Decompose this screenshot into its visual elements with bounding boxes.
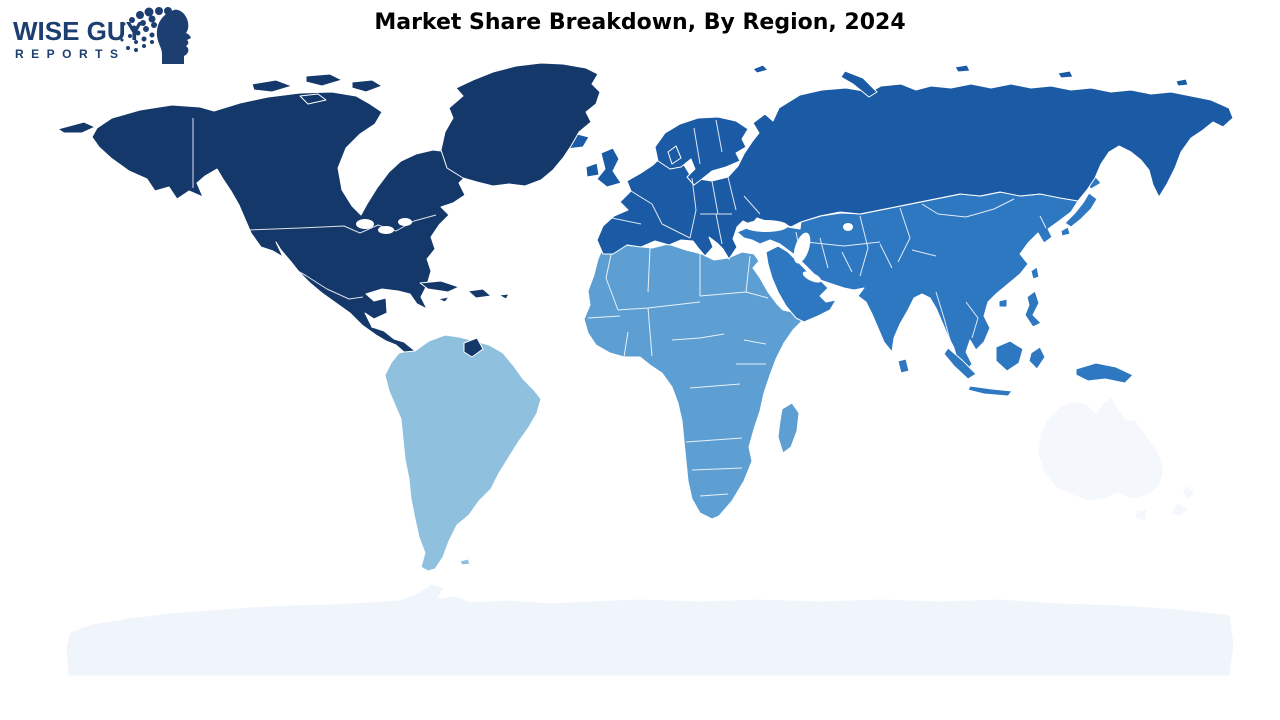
falkland-islands-shape [459,558,471,566]
arctic-island-4 [299,93,327,105]
europe-country-borders [611,119,761,245]
sumatra-shape [943,347,977,380]
japan-honshu-shape [1064,192,1098,228]
wise-guy-reports-logo: WISE GUY REPORTS [13,7,191,64]
australia-shape [1037,396,1165,502]
logo-group: WISE GUY REPORTS [13,7,191,64]
great-lake-ontario-erie [398,218,412,226]
region-africa [583,243,820,520]
antarctica-shape [65,583,1235,677]
wrangel-island-shape [1175,78,1189,87]
severnaya-zemlya-shape [954,64,971,73]
hainan-shape [998,298,1008,308]
water-bodies [345,171,853,283]
greenland-shape [440,62,601,187]
persian-gulf [802,271,822,283]
tasmania-shape [1134,508,1148,522]
puerto-rico-shape [498,293,510,300]
svalbard-shape [752,64,769,74]
aleutians-shape [57,121,96,134]
region-europe [557,64,1234,260]
ireland-shape [585,162,600,178]
arctic-island-2 [305,73,343,87]
hudson-bay-extra [345,171,365,199]
great-lake-superior [356,219,374,229]
figure-title: Market Share Breakdown, By Region, 2024 [374,10,906,35]
denmark-shape [667,145,682,165]
dotted-head-icon [120,7,191,64]
logo-text-line2: REPORTS [15,47,126,61]
europe-russia-shape [596,83,1234,260]
north-america-shape [91,91,470,353]
madagascar-shape [777,402,800,454]
cuba-shape [419,280,460,293]
region-asia [736,174,1134,397]
jamaica-shape [437,296,450,303]
new-zealand-north [1181,484,1196,500]
philippines-shape [1024,290,1042,328]
arctic-island-3 [351,79,383,93]
borneo-shape [995,340,1024,372]
africa-country-borders [587,247,769,497]
north-america-borders [192,118,437,342]
great-lake-michigan-huron [378,226,394,234]
sulawesi-shape [1028,346,1046,370]
french-guiana-shape [463,337,484,358]
region-oceania [1037,396,1196,522]
java-shape [967,385,1013,397]
new-siberian-islands-shape [1057,70,1074,79]
south-america-shape [384,334,542,572]
scandinavia-shape [654,116,749,186]
caspian-sea [793,232,811,264]
uk-shape [596,147,622,188]
arctic-island-1 [251,79,293,93]
japan-kyushu-shape [1060,226,1071,237]
novaya-zemlya-shape [840,70,878,98]
region-north-america [57,62,601,358]
black-sea [744,220,788,232]
sri-lanka-shape [897,358,910,374]
taiwan-shape [1030,266,1040,280]
region-antarctica [65,583,1235,677]
aral-sea [843,223,853,231]
hispaniola-shape [467,288,492,299]
new-guinea-shape [1075,362,1134,384]
region-south-america [384,334,542,572]
new-zealand-south [1169,502,1190,518]
